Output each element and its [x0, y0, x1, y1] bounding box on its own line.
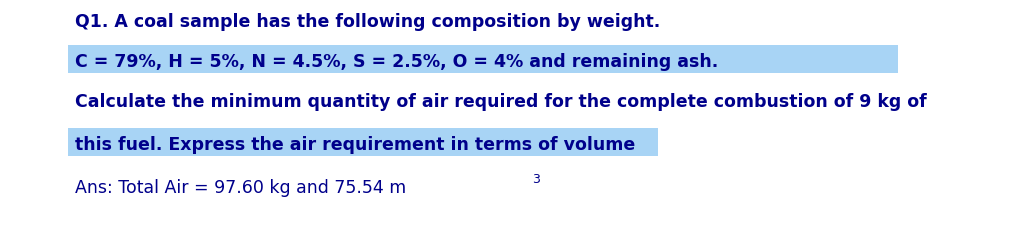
Text: C = 79%, H = 5%, N = 4.5%, S = 2.5%, O = 4% and remaining ash.: C = 79%, H = 5%, N = 4.5%, S = 2.5%, O =…: [75, 53, 718, 71]
Text: this fuel. Express the air requirement in terms of volume: this fuel. Express the air requirement i…: [75, 135, 635, 153]
Text: 3: 3: [532, 173, 540, 186]
Bar: [68, 46, 898, 74]
Text: Calculate the minimum quantity of air required for the complete combustion of 9 : Calculate the minimum quantity of air re…: [75, 93, 927, 111]
Text: Ans: Total Air = 97.60 kg and 75.54 m: Ans: Total Air = 97.60 kg and 75.54 m: [75, 178, 407, 196]
Bar: [68, 128, 658, 156]
Text: Q1. A coal sample has the following composition by weight.: Q1. A coal sample has the following comp…: [75, 13, 660, 31]
